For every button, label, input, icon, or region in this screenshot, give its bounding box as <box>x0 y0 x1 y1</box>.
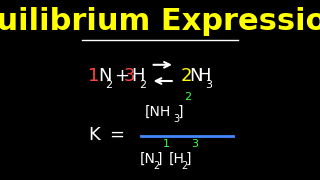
Text: 2: 2 <box>184 92 191 102</box>
Text: 1: 1 <box>88 67 100 85</box>
Text: 3: 3 <box>124 67 135 85</box>
Text: ]: ] <box>185 151 191 165</box>
Text: 2: 2 <box>105 80 112 90</box>
Text: [NH: [NH <box>144 105 171 119</box>
Text: H: H <box>132 67 145 85</box>
Text: 2: 2 <box>180 67 192 85</box>
Text: ]: ] <box>157 151 162 165</box>
Text: N: N <box>98 67 111 85</box>
Text: [H: [H <box>169 151 184 165</box>
Text: N: N <box>189 67 202 85</box>
Text: 1: 1 <box>163 139 170 149</box>
Text: 2: 2 <box>140 80 147 90</box>
Text: 2: 2 <box>153 161 159 171</box>
Text: Equilibrium Expressions: Equilibrium Expressions <box>0 7 320 36</box>
Text: ]: ] <box>178 105 183 119</box>
Text: 3: 3 <box>173 114 179 124</box>
Text: K: K <box>88 126 100 144</box>
Text: +: + <box>114 67 129 85</box>
Text: 3: 3 <box>205 80 212 90</box>
Text: [N: [N <box>140 151 156 165</box>
Text: H: H <box>197 67 211 85</box>
Text: 2: 2 <box>181 161 188 171</box>
Text: =: = <box>109 126 124 144</box>
Text: 3: 3 <box>191 139 198 149</box>
